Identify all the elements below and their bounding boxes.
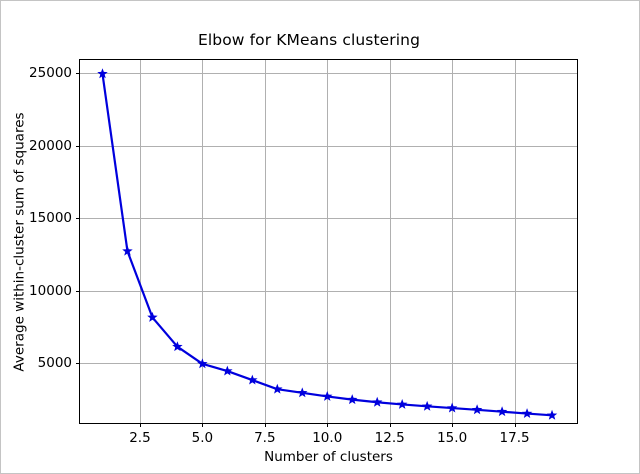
gridlines — [80, 60, 577, 423]
data-point-marker — [347, 394, 358, 405]
axis-ticks: 2.5 5.0 7.5 10.0 12.5 15.0 17.5 5000 10000 15000 2… — [29, 60, 577, 446]
x-tick-label: 7.5 — [254, 430, 276, 446]
data-point-marker — [521, 408, 533, 419]
data-point-marker — [396, 398, 408, 409]
y-tick-label: 20000 — [29, 137, 72, 154]
gridline-vertical — [139, 60, 141, 423]
gridline-vertical — [327, 60, 329, 423]
gridline-vertical — [452, 60, 454, 423]
x-tick-label: 12.5 — [374, 430, 405, 446]
data-point-marker — [247, 374, 258, 385]
y-tick — [76, 145, 80, 147]
gridline-vertical — [264, 60, 266, 423]
gridline-horizontal — [80, 363, 577, 365]
y-tick-label: 5000 — [37, 355, 72, 372]
x-tick-label: 17.5 — [499, 430, 530, 446]
data-point-marker — [297, 387, 308, 398]
data-point-marker — [97, 68, 108, 79]
x-tick — [389, 423, 391, 427]
x-tick-label: 15.0 — [437, 430, 468, 446]
plot-area: 2.5 5.0 7.5 10.0 12.5 15.0 17.5 5000 10000 15000 2… — [29, 59, 578, 446]
data-series-line — [97, 68, 558, 420]
data-point-marker — [147, 311, 158, 322]
x-tick — [452, 423, 454, 427]
gridline-vertical — [389, 60, 391, 423]
x-tick — [514, 423, 516, 427]
data-point-marker — [446, 402, 458, 413]
data-point-marker — [371, 396, 383, 407]
data-point-marker — [471, 404, 483, 415]
x-tick-label: 10.0 — [312, 430, 343, 446]
x-tick — [264, 423, 266, 427]
gridline-horizontal — [80, 145, 577, 147]
data-point-marker — [272, 383, 283, 394]
x-tick-label: 5.0 — [191, 430, 214, 446]
chart-title: Elbow for KMeans clustering — [197, 31, 421, 49]
gridline-vertical — [202, 60, 204, 423]
data-point-marker — [496, 406, 508, 417]
data-point-marker — [222, 365, 233, 376]
y-tick — [76, 218, 80, 220]
gridline-horizontal — [80, 73, 577, 75]
data-point-marker — [197, 358, 208, 369]
x-tick — [139, 423, 141, 427]
y-tick — [76, 290, 80, 292]
x-tick — [202, 423, 204, 427]
y-axis-label: Average within-cluster sum of squares — [11, 59, 29, 424]
gridline-vertical — [514, 60, 516, 423]
x-axis-label: Number of clusters — [264, 449, 393, 465]
y-tick — [76, 73, 80, 75]
y-axis-label-text: Average within-cluster sum of squares — [12, 111, 28, 372]
data-point-marker — [122, 245, 133, 256]
data-point-marker — [546, 409, 558, 420]
y-tick-label: 15000 — [29, 210, 72, 227]
data-point-marker — [421, 400, 433, 411]
gridline-horizontal — [80, 218, 577, 220]
series-line — [101, 72, 554, 417]
y-tick-label: 25000 — [29, 65, 72, 82]
data-point-marker — [172, 341, 183, 352]
x-tick — [327, 423, 329, 427]
data-point-marker — [322, 390, 333, 401]
gridline-horizontal — [80, 290, 577, 292]
y-tick — [76, 363, 80, 365]
x-tick-label: 2.5 — [129, 430, 151, 446]
y-tick-label: 10000 — [29, 282, 72, 299]
